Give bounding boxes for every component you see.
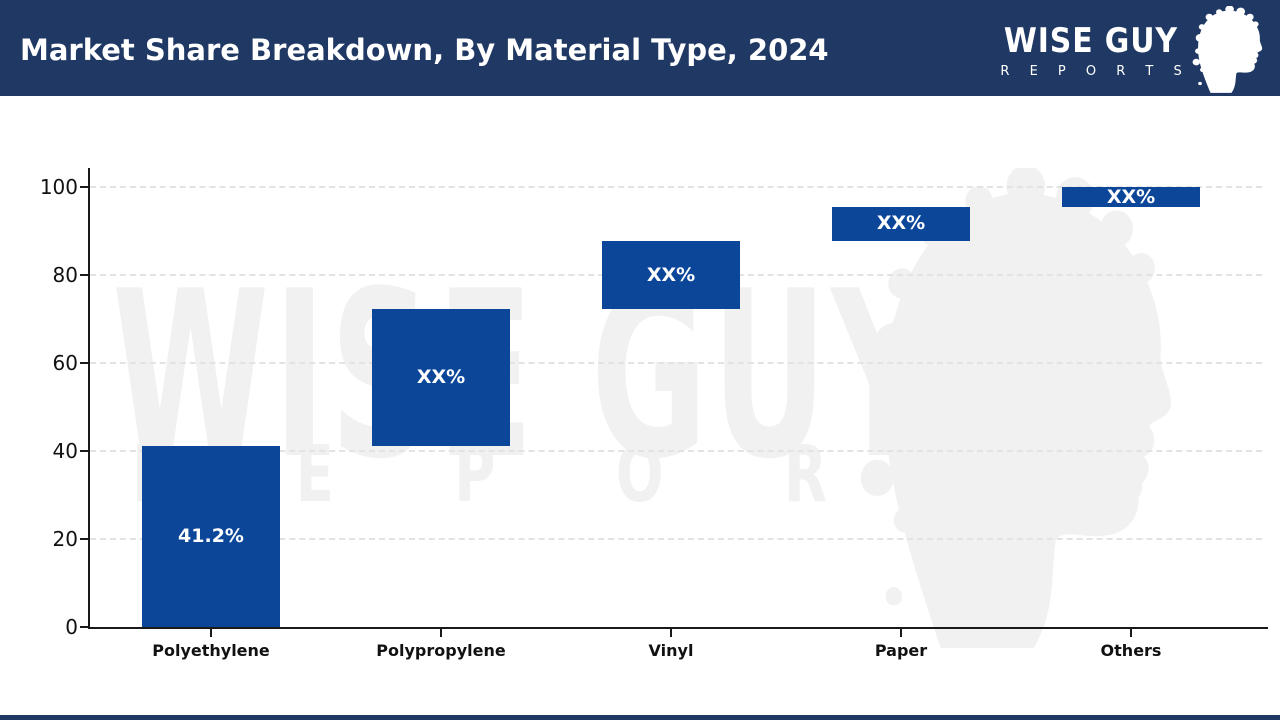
gridline-100: [90, 186, 1262, 188]
y-tick-mark: [80, 362, 89, 364]
bar-value-label: XX%: [646, 264, 696, 287]
x-tick-mark: [440, 629, 442, 637]
bar-polypropylene: XX%: [372, 309, 510, 446]
brand-logo: WISE GUY R E P O R T S: [992, 6, 1266, 94]
footer-bar: [0, 715, 1280, 720]
x-tick-mark: [900, 629, 902, 637]
gridline-40: [90, 450, 1262, 452]
y-tick-mark: [80, 274, 89, 276]
x-tick-label-others: Others: [1100, 641, 1162, 660]
x-tick-mark: [210, 629, 212, 637]
x-tick-mark: [1130, 629, 1132, 637]
y-axis-spine: [88, 168, 90, 629]
y-tick-mark: [80, 186, 89, 188]
x-tick-label-vinyl: Vinyl: [648, 641, 694, 660]
header: Market Share Breakdown, By Material Type…: [0, 0, 1280, 96]
bar-value-label: 41.2%: [178, 524, 244, 547]
bar-polyethylene: 41.2%: [142, 445, 280, 627]
bar-paper: XX%: [832, 207, 970, 242]
y-tick-mark: [80, 450, 89, 452]
bar-value-label: XX%: [1106, 186, 1156, 208]
x-axis-spine: [88, 627, 1268, 629]
brand-text-block: WISE GUY R E P O R T S: [992, 21, 1190, 79]
x-tick-label-paper: Paper: [874, 641, 928, 660]
bar-value-label: XX%: [876, 212, 926, 235]
y-tick-label: 60: [52, 351, 78, 375]
y-tick-label: 0: [65, 615, 78, 639]
x-tick-label-polypropylene: Polypropylene: [376, 641, 506, 660]
gridline-20: [90, 538, 1262, 540]
brand-tagline: R E P O R T S: [1000, 64, 1190, 79]
y-tick-label: 20: [52, 527, 78, 551]
y-tick-label: 100: [39, 175, 78, 199]
y-tick-label: 80: [52, 263, 78, 287]
bar-vinyl: XX%: [602, 241, 740, 310]
x-tick-mark: [670, 629, 672, 637]
gridline-60: [90, 362, 1262, 364]
y-tick-label: 40: [52, 439, 78, 463]
bar-others: XX%: [1062, 187, 1200, 207]
brand-head-icon: [1192, 6, 1263, 93]
brand-name: WISE GUY: [1004, 21, 1179, 61]
page-title: Market Share Breakdown, By Material Type…: [20, 33, 829, 67]
y-tick-mark: [80, 626, 89, 628]
bar-value-label: XX%: [416, 366, 466, 389]
y-tick-mark: [80, 538, 89, 540]
x-tick-label-polyethylene: Polyethylene: [152, 641, 270, 660]
